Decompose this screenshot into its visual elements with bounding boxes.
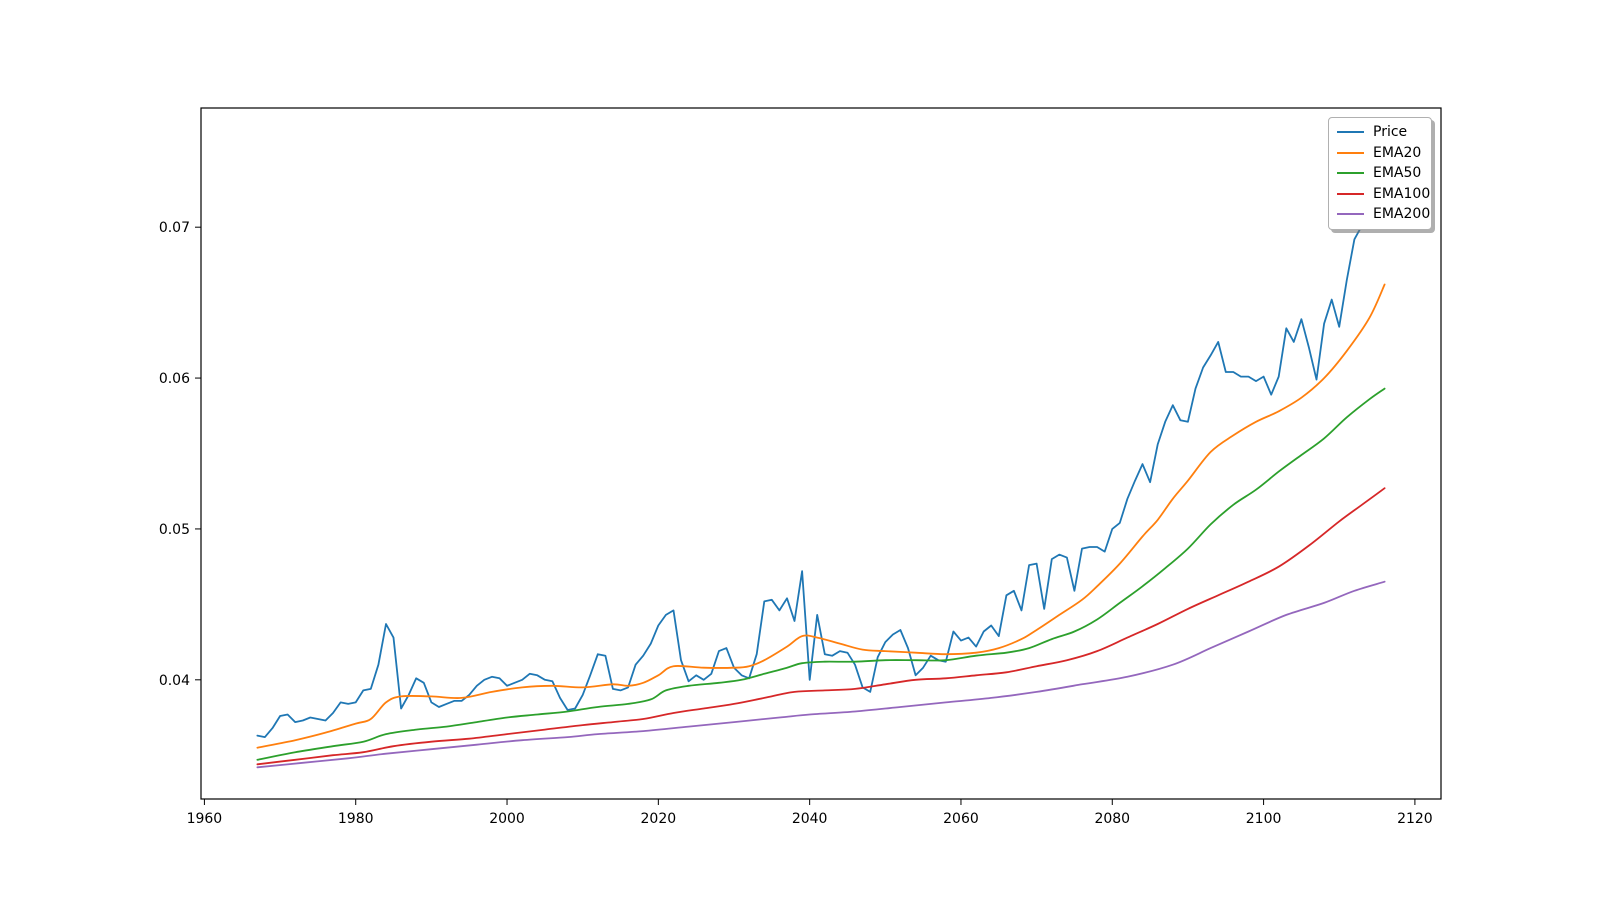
legend-label: EMA200 bbox=[1373, 206, 1431, 222]
legend-item-ema200: EMA200 bbox=[1337, 204, 1430, 225]
x-tick-label: 1980 bbox=[338, 811, 374, 827]
y-tick-label: 0.05 bbox=[159, 522, 190, 538]
y-tick-label: 0.06 bbox=[159, 371, 190, 387]
ema200-line bbox=[256, 580, 1386, 769]
x-tick-label: 2080 bbox=[1094, 811, 1130, 827]
legend-label: EMA100 bbox=[1373, 185, 1431, 202]
price-line bbox=[256, 138, 1386, 738]
legend-line-swatch bbox=[1337, 192, 1364, 195]
x-tick-label: 2000 bbox=[489, 811, 525, 827]
ema50-line bbox=[256, 387, 1386, 761]
ema20-line bbox=[256, 283, 1386, 749]
legend-item-ema20: EMA20 bbox=[1337, 143, 1423, 164]
legend-label: EMA50 bbox=[1373, 165, 1422, 181]
x-tick-label: 2060 bbox=[943, 811, 979, 827]
legend-item-ema100: EMA100 bbox=[1337, 184, 1430, 205]
legend-line-swatch bbox=[1337, 131, 1364, 134]
legend-line-swatch bbox=[1337, 172, 1364, 175]
x-tick-label: 2040 bbox=[792, 811, 828, 827]
x-tick-label: 2100 bbox=[1246, 811, 1282, 827]
axes-frame bbox=[200, 107, 1442, 800]
x-tick-label: 1960 bbox=[187, 811, 223, 827]
legend-label: EMA20 bbox=[1373, 144, 1422, 161]
y-tick-label: 0.07 bbox=[159, 220, 190, 236]
legend-item-ema50: EMA50 bbox=[1337, 163, 1423, 184]
x-tick-label: 2020 bbox=[641, 811, 677, 827]
x-tick-label: 2120 bbox=[1397, 811, 1433, 827]
legend-item-price: Price bbox=[1337, 122, 1423, 143]
legend-line-swatch bbox=[1337, 213, 1364, 216]
legend-label: Price bbox=[1373, 124, 1408, 140]
legend: Price EMA20 EMA50 EMA100 EMA200 bbox=[1328, 117, 1432, 230]
y-tick-label: 0.04 bbox=[159, 673, 190, 689]
legend-line-swatch bbox=[1337, 151, 1364, 154]
ema100-line bbox=[256, 487, 1386, 766]
